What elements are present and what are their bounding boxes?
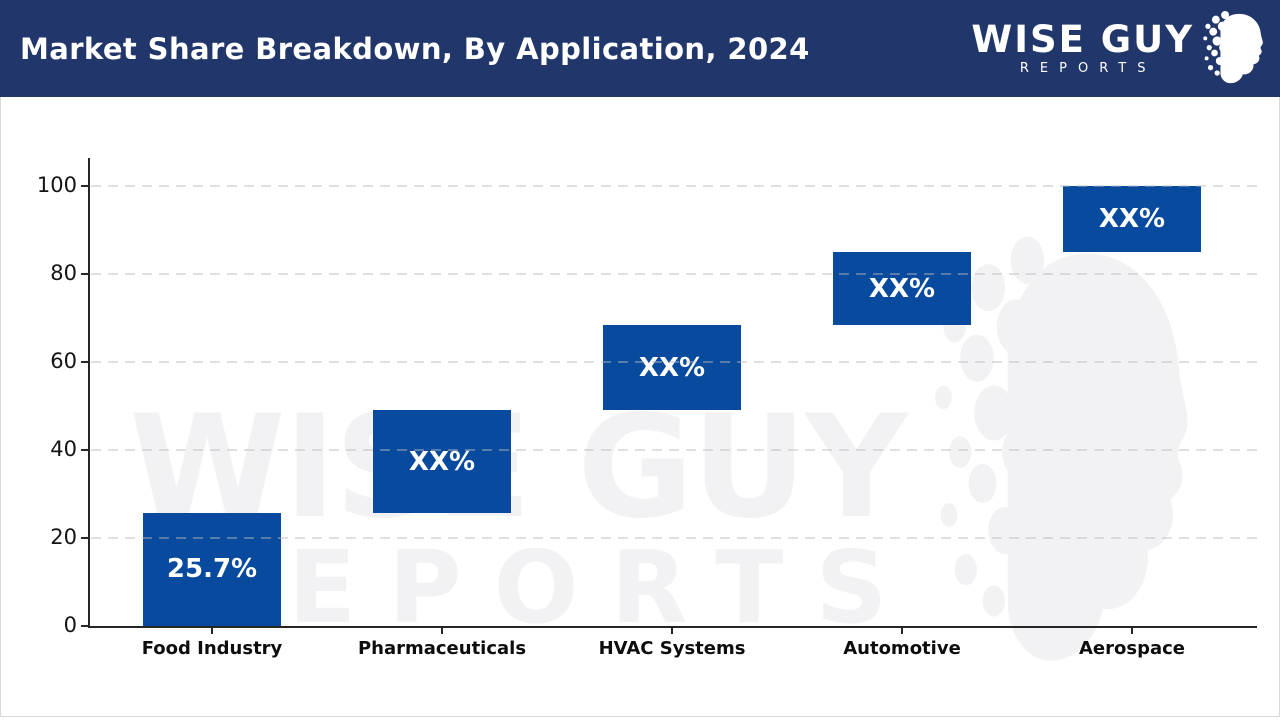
x-tick xyxy=(901,626,903,634)
y-tick xyxy=(81,449,89,451)
x-category-label: Food Industry xyxy=(141,638,283,659)
wiseguy-face-icon xyxy=(1203,10,1263,83)
bar-value-label: XX% xyxy=(638,352,706,383)
x-category-label: HVAC Systems xyxy=(598,638,746,659)
y-tick xyxy=(81,361,89,363)
y-tick-label: 20 xyxy=(50,525,77,549)
bar-automotive: XX% xyxy=(833,252,971,326)
y-tick-label: 40 xyxy=(50,437,77,461)
y-tick xyxy=(81,273,89,275)
logo-text: WISE GUY REPORTS xyxy=(971,21,1194,76)
x-tick xyxy=(671,626,673,634)
logo-subtitle: REPORTS xyxy=(1019,61,1157,76)
bar-food-industry: 25.7% xyxy=(143,512,281,626)
y-axis xyxy=(88,158,90,628)
x-category-label: Aerospace xyxy=(1078,638,1185,659)
bar-value-label: XX% xyxy=(408,446,476,477)
x-axis xyxy=(88,626,1257,628)
y-tick xyxy=(81,625,89,627)
x-tick xyxy=(1131,626,1133,634)
x-tick xyxy=(211,626,213,634)
y-tick-label: 100 xyxy=(36,173,77,197)
gridline-20 xyxy=(91,537,1257,539)
y-tick xyxy=(81,185,89,187)
bar-aerospace: XX% xyxy=(1063,186,1201,252)
gridline-40 xyxy=(91,449,1257,451)
bar-pharmaceuticals: XX% xyxy=(373,410,511,513)
wiseguy-logo: WISE GUY REPORTS xyxy=(971,9,1266,89)
bar-value-label: XX% xyxy=(1098,204,1166,234)
y-tick-label: 0 xyxy=(63,613,77,637)
header: Market Share Breakdown, By Application, … xyxy=(0,0,1280,97)
watermark-subtitle: REPORTS xyxy=(179,529,920,646)
gridline-100 xyxy=(91,185,1257,187)
bar-value-label: 25.7% xyxy=(166,554,258,585)
logo-wordmark: WISE GUY xyxy=(971,18,1194,61)
y-tick-label: 80 xyxy=(50,261,77,285)
gridline-80 xyxy=(91,273,1257,275)
bar-value-label: XX% xyxy=(868,273,936,304)
y-tick-label: 60 xyxy=(50,349,77,373)
watermark-face xyxy=(935,236,1188,661)
gridline-60 xyxy=(91,361,1257,363)
page-title: Market Share Breakdown, By Application, … xyxy=(20,31,810,66)
x-tick xyxy=(441,626,443,634)
bar-hvac-systems: XX% xyxy=(603,325,741,411)
x-category-label: Pharmaceuticals xyxy=(357,638,527,659)
y-tick xyxy=(81,537,89,539)
x-category-label: Automotive xyxy=(843,638,961,659)
chart-area: WISE GUY REPORTS 25.7% Food Industry XX% Ph… xyxy=(0,97,1280,717)
